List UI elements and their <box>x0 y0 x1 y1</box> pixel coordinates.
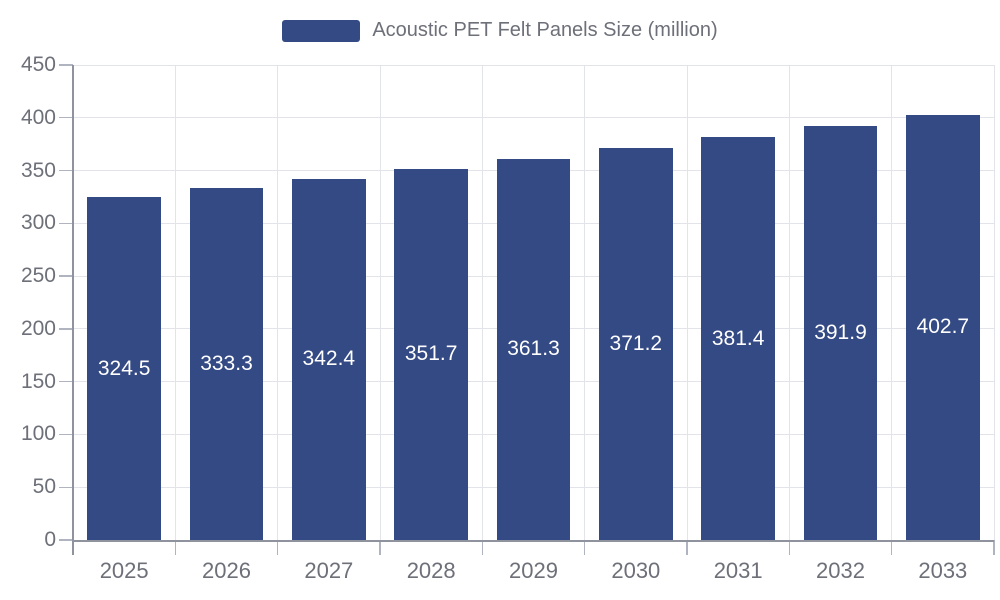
bar[interactable] <box>394 168 468 540</box>
y-tick-mark <box>59 222 73 224</box>
x-gridline <box>993 65 995 540</box>
x-tick-mark <box>788 540 790 555</box>
y-tick-mark <box>59 328 73 330</box>
y-tick-mark <box>59 381 73 383</box>
x-gridline <box>379 65 381 540</box>
y-tick-mark <box>59 433 73 436</box>
x-gridline <box>686 65 688 540</box>
y-axis-tick-label: 50 <box>32 475 56 499</box>
x-axis-tick-label: 2025 <box>99 558 149 583</box>
x-tick-mark <box>584 540 586 555</box>
bar-value-label: 351.7 <box>404 342 458 366</box>
x-gridline <box>277 65 279 540</box>
x-axis-tick-label: 2026 <box>202 558 251 583</box>
y-tick-mark <box>59 275 73 277</box>
x-axis-line <box>72 540 994 542</box>
bar-value-label: 333.3 <box>200 352 253 376</box>
x-axis-tick-label: 2029 <box>509 558 558 583</box>
y-axis-tick-label: 450 <box>20 53 56 76</box>
y-axis-tick-label: 250 <box>20 264 56 288</box>
bar-value-label: 361.3 <box>507 337 560 361</box>
x-tick-mark <box>891 540 893 555</box>
bar-value-label: 381.4 <box>711 326 765 350</box>
bar-value-label: 391.9 <box>814 321 867 345</box>
bar-value-label: 342.4 <box>302 347 356 371</box>
y-tick-mark <box>59 486 73 488</box>
bar-value-label: 402.7 <box>916 315 970 339</box>
x-gridline <box>584 65 586 540</box>
bar[interactable] <box>803 126 878 540</box>
y-tick-mark <box>59 169 73 172</box>
y-axis-tick-label: 150 <box>20 369 56 393</box>
bar[interactable] <box>701 137 775 540</box>
y-tick-mark <box>59 64 73 66</box>
x-gridline <box>891 65 893 540</box>
x-axis-tick-label: 2028 <box>406 558 456 583</box>
y-axis-tick-label: 200 <box>20 316 56 340</box>
bar[interactable] <box>189 188 264 540</box>
y-axis-tick-label: 300 <box>20 211 56 235</box>
y-axis-tick-label: 400 <box>20 105 56 129</box>
bar[interactable] <box>87 197 161 540</box>
x-axis-tick-label: 2027 <box>304 558 354 583</box>
y-axis-tick-label: 350 <box>20 158 56 182</box>
bar[interactable] <box>496 158 571 540</box>
x-tick-mark <box>277 540 279 555</box>
x-axis-tick-label: 2030 <box>611 558 661 583</box>
x-axis-tick-label: 2031 <box>713 558 763 583</box>
x-axis-tick-label: 2033 <box>918 558 968 583</box>
x-axis-tick-label: 2032 <box>816 558 865 583</box>
y-gridline <box>73 117 994 119</box>
y-tick-mark <box>59 117 73 119</box>
bar-value-label: 371.2 <box>609 332 663 356</box>
bar[interactable] <box>905 114 980 540</box>
x-gridline <box>481 65 483 540</box>
bar-value-label: 324.5 <box>97 356 151 380</box>
y-axis-line <box>72 65 74 555</box>
x-tick-mark <box>174 540 176 555</box>
bar[interactable] <box>598 148 673 540</box>
x-tick-mark <box>993 540 995 555</box>
bar[interactable] <box>291 178 366 540</box>
x-gridline <box>788 65 790 540</box>
legend[interactable]: Acoustic PET Felt Panels Size (million) <box>0 19 1000 42</box>
y-gridline <box>73 64 994 66</box>
legend-swatch-icon <box>282 19 361 42</box>
legend-label: Acoustic PET Felt Panels Size (million) <box>372 19 718 41</box>
y-axis-tick-label: 100 <box>20 422 56 446</box>
y-tick-mark <box>59 539 73 541</box>
y-axis-tick-label: 0 <box>44 528 56 551</box>
x-tick-mark <box>379 540 381 555</box>
x-gridline <box>174 65 176 540</box>
x-tick-mark <box>481 540 483 555</box>
x-tick-mark <box>686 540 688 555</box>
